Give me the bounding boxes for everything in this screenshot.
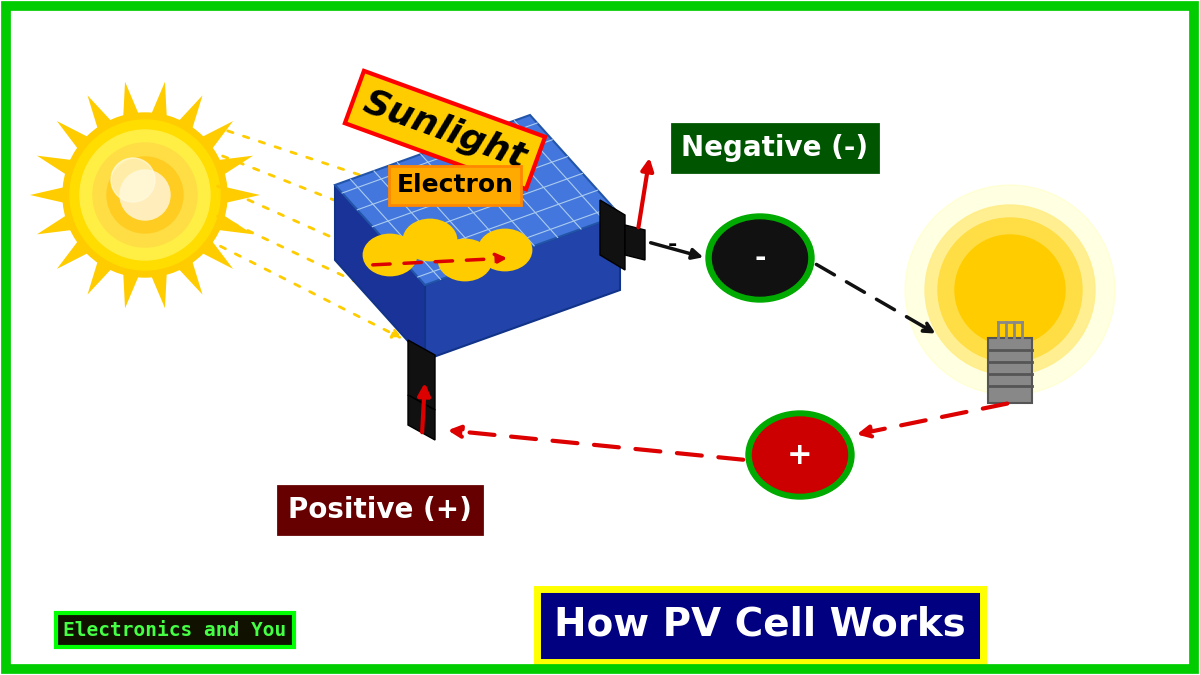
- Polygon shape: [88, 252, 118, 294]
- Circle shape: [905, 185, 1115, 395]
- Circle shape: [80, 130, 210, 260]
- Ellipse shape: [746, 411, 854, 499]
- Polygon shape: [216, 185, 260, 205]
- Text: Sunlight: Sunlight: [359, 85, 532, 176]
- Circle shape: [955, 235, 1066, 345]
- Polygon shape: [88, 95, 118, 138]
- Polygon shape: [600, 200, 625, 270]
- Polygon shape: [335, 185, 425, 360]
- Polygon shape: [425, 215, 620, 360]
- Polygon shape: [148, 82, 167, 126]
- Circle shape: [938, 218, 1082, 362]
- Circle shape: [120, 170, 170, 220]
- Ellipse shape: [713, 220, 808, 296]
- Text: -: -: [667, 235, 677, 255]
- Text: Electron: Electron: [396, 173, 514, 197]
- Text: +: +: [787, 441, 812, 470]
- Text: How PV Cell Works: How PV Cell Works: [554, 606, 966, 644]
- Polygon shape: [335, 115, 620, 285]
- Text: Electronics and You: Electronics and You: [64, 620, 287, 639]
- Text: Negative (-): Negative (-): [682, 134, 869, 162]
- Polygon shape: [37, 156, 82, 180]
- Ellipse shape: [479, 230, 530, 270]
- Text: Positive (+): Positive (+): [288, 496, 472, 524]
- Polygon shape: [37, 210, 82, 234]
- Ellipse shape: [752, 417, 847, 493]
- Ellipse shape: [404, 220, 456, 260]
- Circle shape: [64, 113, 227, 277]
- Polygon shape: [56, 233, 97, 269]
- Circle shape: [107, 157, 182, 233]
- Polygon shape: [56, 121, 97, 157]
- Polygon shape: [193, 121, 233, 157]
- Polygon shape: [193, 233, 233, 269]
- Ellipse shape: [364, 235, 416, 275]
- Polygon shape: [30, 185, 73, 205]
- Polygon shape: [408, 395, 436, 440]
- Circle shape: [94, 143, 197, 247]
- Ellipse shape: [439, 240, 491, 280]
- Polygon shape: [122, 263, 143, 308]
- Polygon shape: [209, 156, 253, 180]
- Polygon shape: [209, 210, 253, 234]
- Circle shape: [70, 120, 220, 270]
- FancyBboxPatch shape: [988, 338, 1032, 403]
- Polygon shape: [172, 95, 203, 138]
- Polygon shape: [122, 82, 143, 126]
- Circle shape: [112, 158, 155, 202]
- Ellipse shape: [706, 214, 814, 302]
- Polygon shape: [172, 252, 203, 294]
- Polygon shape: [408, 340, 436, 410]
- Polygon shape: [625, 225, 646, 260]
- Text: -: -: [755, 244, 766, 272]
- Polygon shape: [148, 263, 167, 308]
- Circle shape: [925, 205, 1096, 375]
